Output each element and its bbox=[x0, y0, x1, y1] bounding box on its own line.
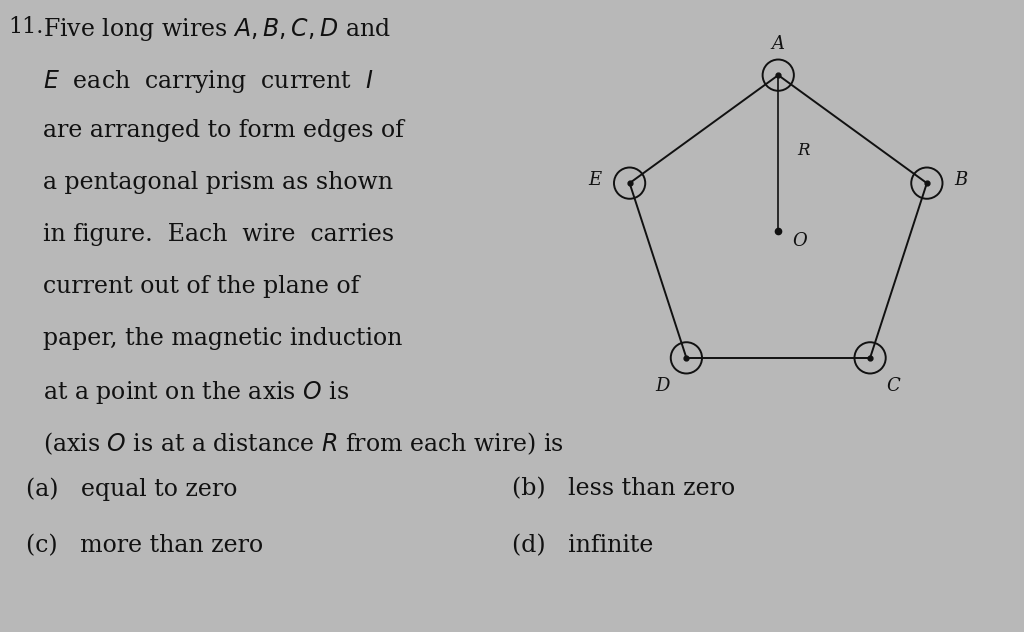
Text: D: D bbox=[655, 377, 670, 395]
Text: at a point on the axis $O$ is: at a point on the axis $O$ is bbox=[43, 379, 349, 406]
Text: A: A bbox=[772, 35, 784, 53]
Text: 11.: 11. bbox=[8, 16, 44, 38]
Text: a pentagonal prism as shown: a pentagonal prism as shown bbox=[43, 171, 393, 194]
Text: (c)   more than zero: (c) more than zero bbox=[26, 534, 263, 557]
Text: paper, the magnetic induction: paper, the magnetic induction bbox=[43, 327, 402, 349]
Text: R: R bbox=[797, 142, 810, 159]
Text: in figure.  Each  wire  carries: in figure. Each wire carries bbox=[43, 223, 394, 246]
Text: O: O bbox=[793, 232, 808, 250]
Text: Five long wires $A, B, C, D$ and: Five long wires $A, B, C, D$ and bbox=[43, 16, 391, 43]
Text: C: C bbox=[887, 377, 900, 395]
Text: are arranged to form edges of: are arranged to form edges of bbox=[43, 119, 403, 142]
Text: (d)   infinite: (d) infinite bbox=[512, 534, 653, 557]
Text: (a)   equal to zero: (a) equal to zero bbox=[26, 477, 237, 501]
Text: (axis $O$ is at a distance $R$ from each wire) is: (axis $O$ is at a distance $R$ from each… bbox=[43, 430, 563, 457]
Text: E: E bbox=[589, 171, 602, 189]
Text: B: B bbox=[954, 171, 968, 189]
Text: (b)   less than zero: (b) less than zero bbox=[512, 477, 735, 500]
Text: current out of the plane of: current out of the plane of bbox=[43, 275, 359, 298]
Text: $E$  each  carrying  current  $I$: $E$ each carrying current $I$ bbox=[43, 68, 374, 95]
